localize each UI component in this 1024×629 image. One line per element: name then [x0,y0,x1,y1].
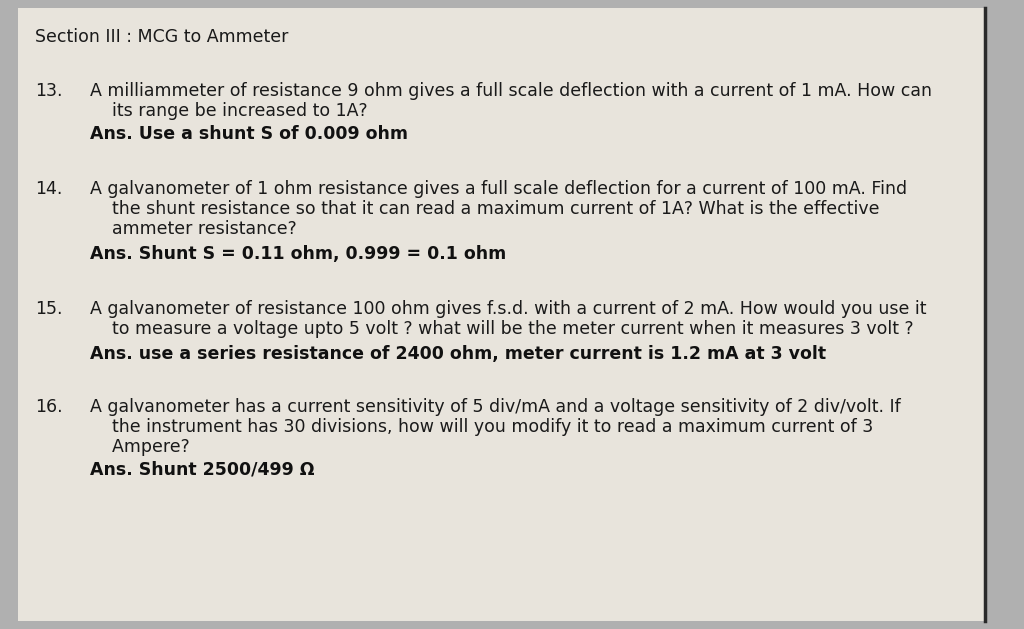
Text: 13.: 13. [35,82,62,100]
Text: 14.: 14. [35,180,62,198]
Text: A galvanometer of resistance 100 ohm gives f.s.d. with a current of 2 mA. How wo: A galvanometer of resistance 100 ohm giv… [90,300,927,318]
Text: Ampere?: Ampere? [90,438,189,456]
Text: Section III : MCG to Ammeter: Section III : MCG to Ammeter [35,28,289,46]
Text: Ans. Shunt 2500/499 Ω: Ans. Shunt 2500/499 Ω [90,460,314,478]
Text: 15.: 15. [35,300,62,318]
Text: the shunt resistance so that it can read a maximum current of 1A? What is the ef: the shunt resistance so that it can read… [90,200,880,218]
Text: Ans. use a series resistance of 2400 ohm, meter current is 1.2 mA at 3 volt: Ans. use a series resistance of 2400 ohm… [90,345,826,363]
Text: A galvanometer has a current sensitivity of 5 div/mA and a voltage sensitivity o: A galvanometer has a current sensitivity… [90,398,901,416]
Text: the instrument has 30 divisions, how will you modify it to read a maximum curren: the instrument has 30 divisions, how wil… [90,418,873,436]
Text: A milliammeter of resistance 9 ohm gives a full scale deflection with a current : A milliammeter of resistance 9 ohm gives… [90,82,932,100]
Text: Ans. Shunt S = 0.11 ohm, 0.999 = 0.1 ohm: Ans. Shunt S = 0.11 ohm, 0.999 = 0.1 ohm [90,245,506,263]
Text: ammeter resistance?: ammeter resistance? [90,220,297,238]
Text: Ans. Use a shunt S of 0.009 ohm: Ans. Use a shunt S of 0.009 ohm [90,125,408,143]
Text: A galvanometer of 1 ohm resistance gives a full scale deflection for a current o: A galvanometer of 1 ohm resistance gives… [90,180,907,198]
Text: its range be increased to 1A?: its range be increased to 1A? [90,102,368,120]
Text: 16.: 16. [35,398,62,416]
Text: to measure a voltage upto 5 volt ? what will be the meter current when it measur: to measure a voltage upto 5 volt ? what … [90,320,913,338]
